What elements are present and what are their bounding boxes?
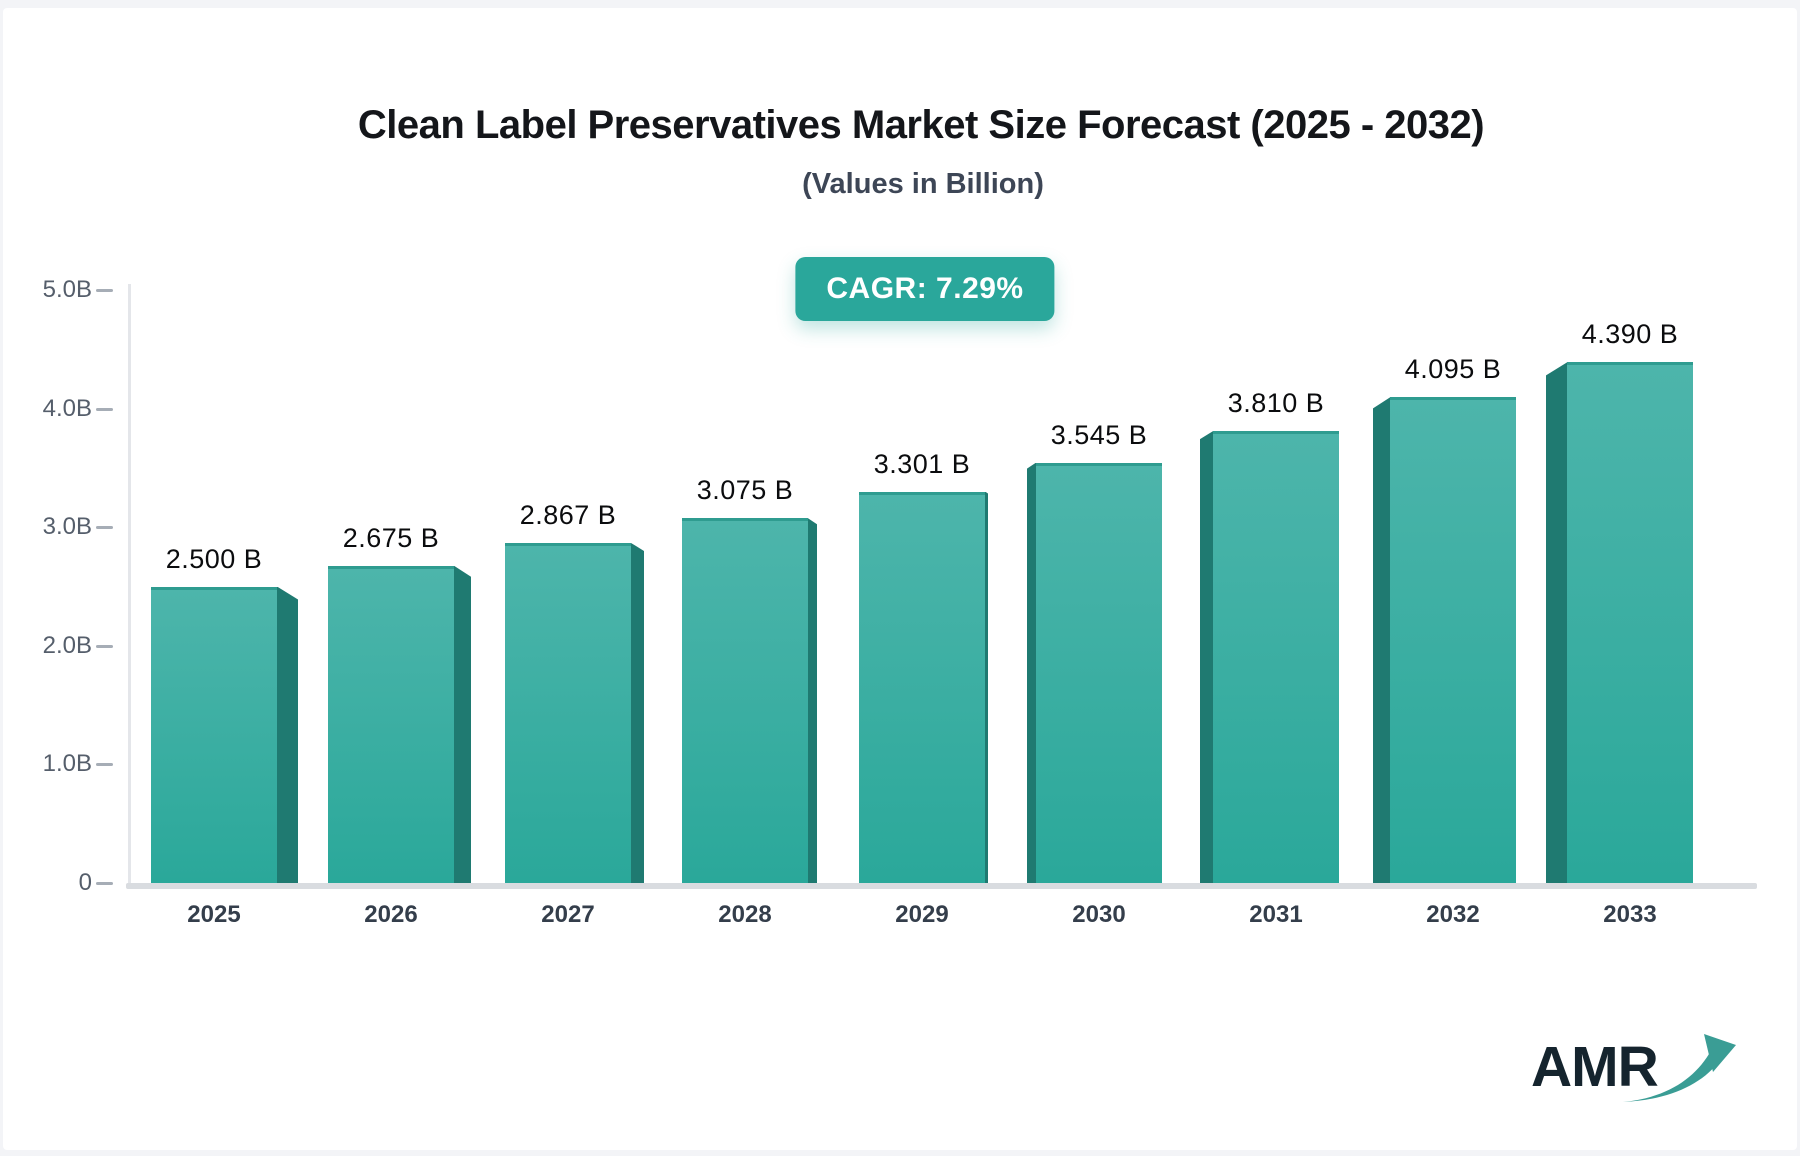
bar-side-2031 xyxy=(1200,431,1213,883)
bar-value-label-2027: 2.867 B xyxy=(519,499,617,530)
bar-2030 xyxy=(1036,462,1162,883)
x-axis-label-2027: 2027 xyxy=(541,901,595,928)
bar-value-label-2029: 3.301 B xyxy=(873,448,971,479)
x-axis-label-2031: 2031 xyxy=(1249,901,1303,928)
chart-title: Clean Label Preservatives Market Size Fo… xyxy=(357,103,1485,147)
bar-value-label-2030: 3.545 B xyxy=(1050,419,1148,450)
y-tick-mark xyxy=(96,289,113,292)
growth-arrow-icon xyxy=(1623,1034,1736,1102)
y-tick-mark xyxy=(96,763,113,767)
amr-logo-text: AMR xyxy=(1531,1035,1659,1099)
cagr-badge: CAGR: 7.29% xyxy=(795,257,1055,321)
x-axis-label-2030: 2030 xyxy=(1072,901,1126,928)
bar-side-2025 xyxy=(277,586,298,883)
x-axis-label-2025: 2025 xyxy=(187,901,241,928)
amr-logo: AMR xyxy=(1531,1034,1761,1124)
chart-subtitle: (Values in Billion) xyxy=(802,168,1044,200)
bar-2026 xyxy=(328,565,454,883)
x-axis-label-2026: 2026 xyxy=(364,901,418,928)
x-axis-label-2028: 2028 xyxy=(718,901,772,928)
bar-2027 xyxy=(505,542,631,883)
bar-side-2027 xyxy=(631,542,644,883)
y-tick-mark xyxy=(96,644,113,648)
bar-2032 xyxy=(1390,397,1516,883)
bar-2031 xyxy=(1213,431,1339,883)
x-axis-label-2029: 2029 xyxy=(895,901,949,928)
bar-side-2030 xyxy=(1027,462,1036,883)
bar-value-label-2026: 2.675 B xyxy=(342,522,440,553)
bar-2028 xyxy=(682,518,808,883)
bar-2033 xyxy=(1567,362,1693,883)
bar-side-2032 xyxy=(1373,397,1390,883)
bar-value-label-2025: 2.500 B xyxy=(165,543,263,574)
bar-value-label-2028: 3.075 B xyxy=(696,475,794,506)
y-tick-mark xyxy=(96,526,113,530)
y-tick-label: 0 xyxy=(78,869,92,896)
bar-2025 xyxy=(151,586,277,883)
bar-side-2026 xyxy=(454,565,471,883)
y-tick-label: 1.0B xyxy=(42,750,92,778)
bar-value-label-2032: 4.095 B xyxy=(1404,354,1502,385)
x-axis-label-2032: 2032 xyxy=(1426,901,1480,928)
bar-value-label-2033: 4.390 B xyxy=(1581,319,1679,350)
y-tick-mark xyxy=(96,407,113,411)
y-tick-label: 5.0B xyxy=(42,276,92,303)
y-tick-label: 3.0B xyxy=(42,513,92,541)
y-tick-label: 4.0B xyxy=(42,394,92,422)
x-axis-baseline xyxy=(126,883,1757,889)
bar-2029 xyxy=(859,491,985,883)
y-axis-line xyxy=(128,284,131,886)
y-tick-label: 2.0B xyxy=(42,631,92,659)
bar-value-label-2031: 3.810 B xyxy=(1227,388,1325,419)
x-axis-label-2033: 2033 xyxy=(1603,901,1657,928)
bar-side-2029 xyxy=(985,491,988,883)
y-tick-mark xyxy=(96,882,113,885)
bar-side-2033 xyxy=(1546,362,1567,883)
bar-side-2028 xyxy=(808,518,817,883)
